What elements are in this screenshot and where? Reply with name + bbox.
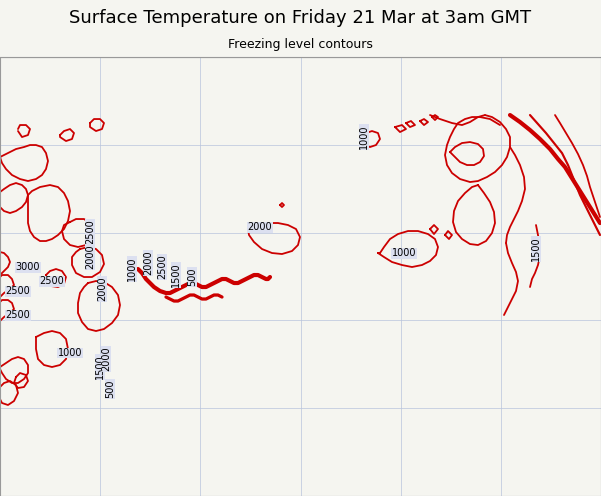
Text: 2000: 2000: [85, 245, 95, 269]
Text: 2000: 2000: [97, 277, 107, 302]
Text: 500: 500: [187, 268, 197, 286]
Text: 2500: 2500: [40, 276, 64, 286]
Text: 1000: 1000: [392, 248, 416, 258]
Text: 1500: 1500: [95, 355, 105, 379]
Text: 2000: 2000: [248, 222, 272, 232]
Text: 2500: 2500: [157, 254, 167, 279]
Text: 1500: 1500: [531, 237, 541, 261]
Text: 1000: 1000: [58, 348, 82, 358]
Text: 2500: 2500: [5, 310, 31, 320]
Text: 2500: 2500: [5, 286, 31, 296]
Text: 1000: 1000: [359, 125, 369, 149]
Text: Freezing level contours: Freezing level contours: [228, 38, 373, 51]
Text: 500: 500: [105, 380, 115, 398]
Text: 2000: 2000: [101, 347, 111, 372]
Text: 1500: 1500: [171, 263, 181, 287]
Text: 1000: 1000: [127, 257, 137, 281]
Text: 2000: 2000: [143, 250, 153, 275]
Text: 3000: 3000: [16, 262, 40, 272]
Text: 2500: 2500: [85, 220, 95, 245]
Text: Surface Temperature on Friday 21 Mar at 3am GMT: Surface Temperature on Friday 21 Mar at …: [70, 9, 531, 27]
